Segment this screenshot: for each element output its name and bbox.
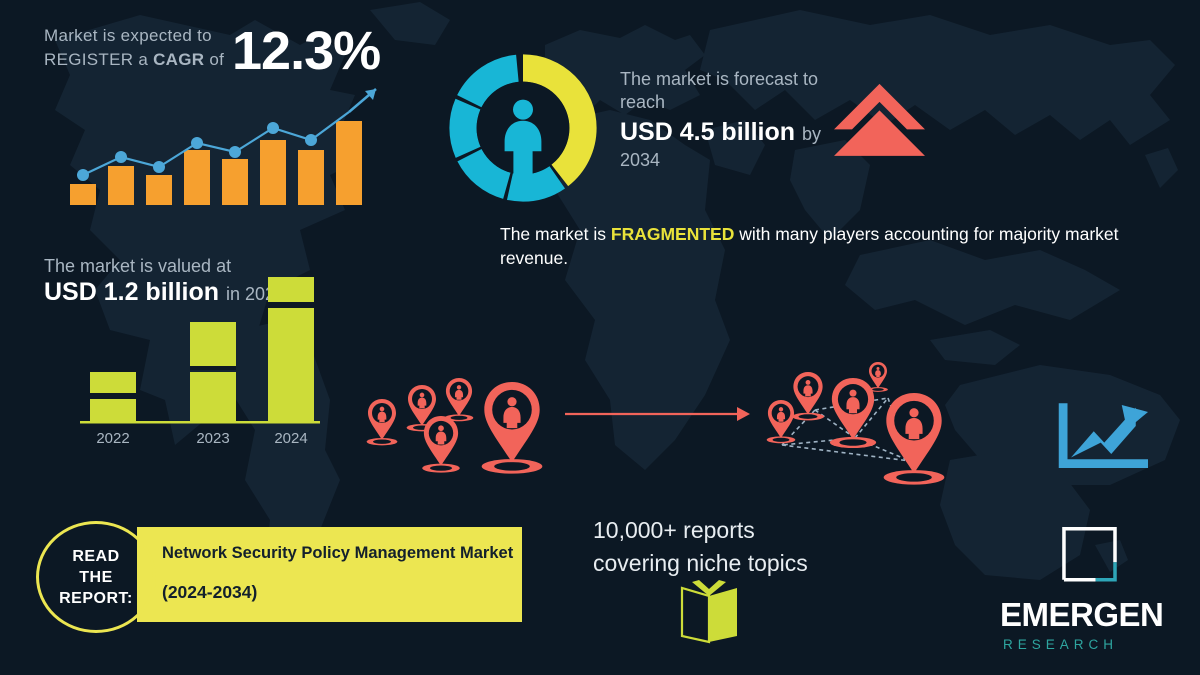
svg-text:2022: 2022 (96, 430, 129, 447)
svg-text:2024: 2024 (274, 430, 307, 447)
svg-text:2023: 2023 (196, 430, 229, 447)
